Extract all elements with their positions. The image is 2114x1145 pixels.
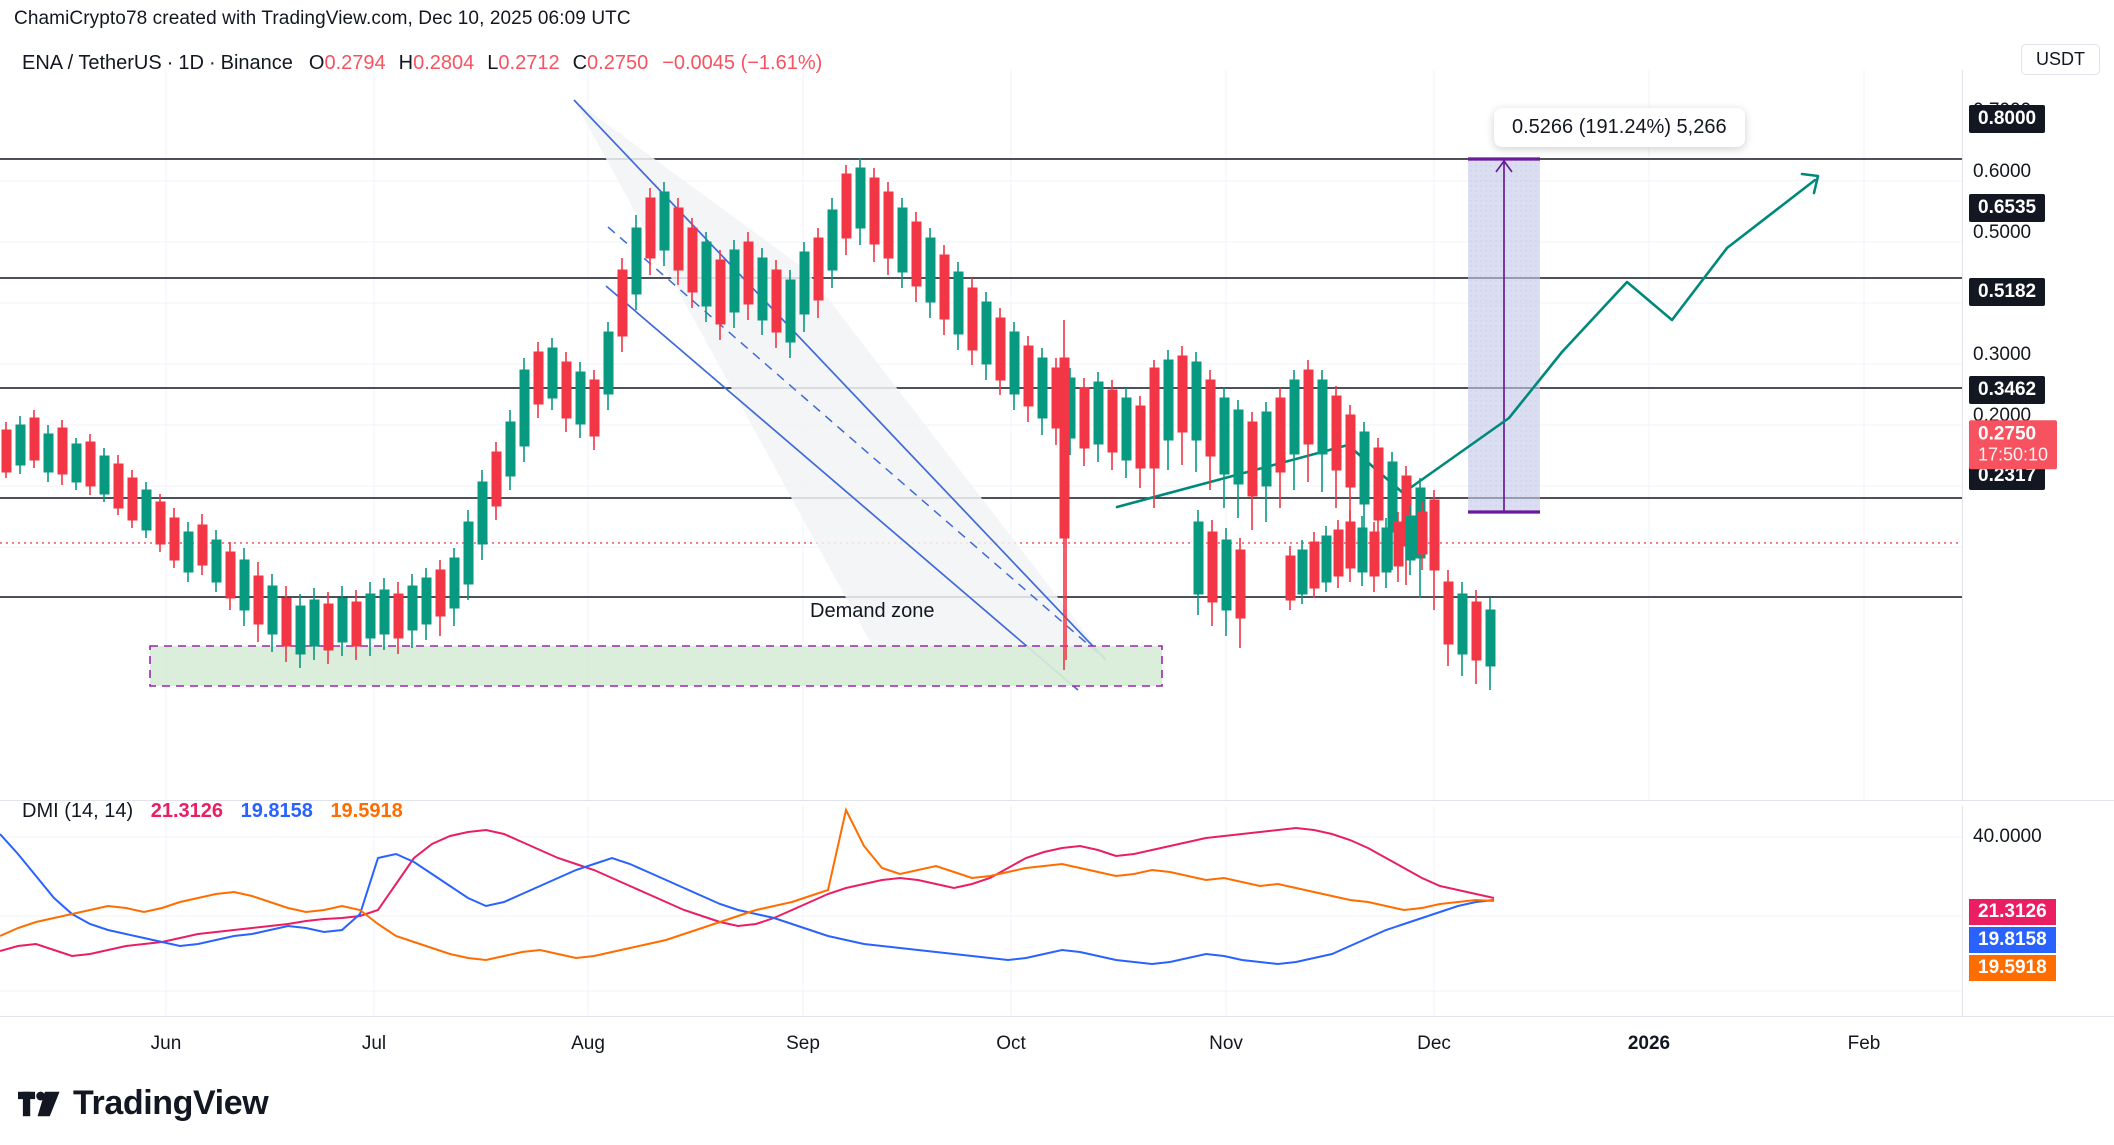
current-price-badge[interactable]: 0.2750 17:50:10 <box>1969 420 2058 470</box>
time-label-jul: Jul <box>361 1033 387 1054</box>
price-level-badge-0.6535[interactable]: 0.6535 <box>1969 194 2046 222</box>
dmi-title[interactable]: DMI (14, 14) <box>22 800 134 822</box>
dmi-di-minus-value: 19.5918 <box>330 800 403 822</box>
interval-label[interactable]: 1D <box>178 52 204 74</box>
tradingview-logo[interactable]: TradingView <box>18 1084 269 1123</box>
measure-tooltip: 0.5266 (191.24%) 5,266 <box>1494 108 1745 147</box>
price-level-badge-0.5182[interactable]: 0.5182 <box>1969 278 2046 306</box>
price-axis[interactable]: 0.7000 0.6000 0.5000 0.4000 0.3000 0.200… <box>1962 70 2114 800</box>
time-label-jun: Jun <box>150 1033 182 1054</box>
dmi-di-plus-badge[interactable]: 19.8158 <box>1969 927 2056 953</box>
time-label-2026: 2026 <box>1627 1033 1671 1054</box>
price-tick-0.5000: 0.5000 <box>1973 222 2032 243</box>
time-axis[interactable]: Jun Jul Aug Sep Oct Nov Dec 2026 Feb <box>0 1016 2114 1072</box>
grid-lines-vertical <box>165 70 1865 800</box>
demand-zone-label: Demand zone <box>810 600 935 622</box>
dmi-adx-value: 21.3126 <box>150 800 224 822</box>
currency-pill[interactable]: USDT <box>2021 44 2100 75</box>
low-label: L <box>487 52 499 74</box>
price-chart-pane[interactable] <box>0 70 1962 800</box>
price-chart-svg <box>0 70 1962 800</box>
dmi-tick-40: 40.0000 <box>1973 826 2042 847</box>
tradingview-wordmark: TradingView <box>73 1084 269 1122</box>
time-label-nov: Nov <box>1209 1033 1243 1054</box>
grid-lines-horizontal <box>0 180 1962 548</box>
dmi-indicator-legend[interactable]: DMI (14, 14) 21.3126 19.8158 19.5918 <box>22 800 403 823</box>
pane-divider <box>0 800 2114 801</box>
time-label-dec: Dec <box>1417 1033 1451 1054</box>
legend-separator-2: · <box>208 52 216 74</box>
dmi-di-plus-line <box>0 833 1495 966</box>
open-value: 0.2794 <box>324 52 386 74</box>
dmi-chart-pane[interactable] <box>0 806 1962 1016</box>
close-label: C <box>572 52 588 74</box>
dmi-di-minus-badge[interactable]: 19.5918 <box>1969 955 2056 981</box>
channel-lower-line <box>605 285 1079 691</box>
high-label: H <box>398 52 414 74</box>
dmi-chart-svg <box>0 806 1962 1016</box>
time-label-feb: Feb <box>1847 1033 1881 1054</box>
legend-separator-1: · <box>166 52 174 74</box>
candlestick-series <box>1 158 1496 690</box>
bar-countdown: 17:50:10 <box>1978 444 2049 465</box>
demand-zone-fill <box>150 646 1162 686</box>
dmi-di-minus-line <box>0 807 1495 962</box>
tradingview-mark-icon <box>18 1091 60 1116</box>
measure-tool <box>1468 157 1540 514</box>
price-tick-0.3000: 0.3000 <box>1973 344 2032 365</box>
demand-zone <box>149 645 1163 687</box>
close-value: 0.2750 <box>587 52 649 74</box>
time-label-aug: Aug <box>571 1033 605 1054</box>
change-value: −0.0045 (−1.61%) <box>662 52 823 74</box>
time-label-oct: Oct <box>996 1033 1026 1054</box>
ohlc-group: O 0.2794 H 0.2804 L 0.2712 C 0.2750 <box>309 52 648 75</box>
high-value: 0.2804 <box>413 52 475 74</box>
current-price-value: 0.2750 <box>1978 423 2037 445</box>
attribution-text: ChamiCrypto78 created with TradingView.c… <box>14 8 631 29</box>
measure-arrow-head <box>1495 159 1513 173</box>
dmi-adx-line <box>0 826 1495 958</box>
dmi-axis[interactable]: 40.0000 21.3126 19.8158 19.5918 <box>1962 806 2114 1016</box>
open-label: O <box>308 52 325 74</box>
low-value: 0.2712 <box>498 52 560 74</box>
dmi-di-plus-value: 19.8158 <box>240 800 313 822</box>
symbol-name[interactable]: ENA / TetherUS <box>22 52 162 74</box>
dmi-adx-badge[interactable]: 21.3126 <box>1969 899 2056 925</box>
time-label-sep: Sep <box>786 1033 820 1054</box>
exchange-label[interactable]: Binance <box>220 52 293 74</box>
price-level-badge-0.3462[interactable]: 0.3462 <box>1969 376 2046 404</box>
dmi-grid <box>0 806 1962 1016</box>
projection-arrow-head <box>1800 172 1820 195</box>
price-tick-0.6000: 0.6000 <box>1973 161 2032 182</box>
channel-median-line <box>607 226 1107 661</box>
demand-zone-border <box>149 645 1163 687</box>
price-level-badge-0.8000[interactable]: 0.8000 <box>1969 105 2046 133</box>
